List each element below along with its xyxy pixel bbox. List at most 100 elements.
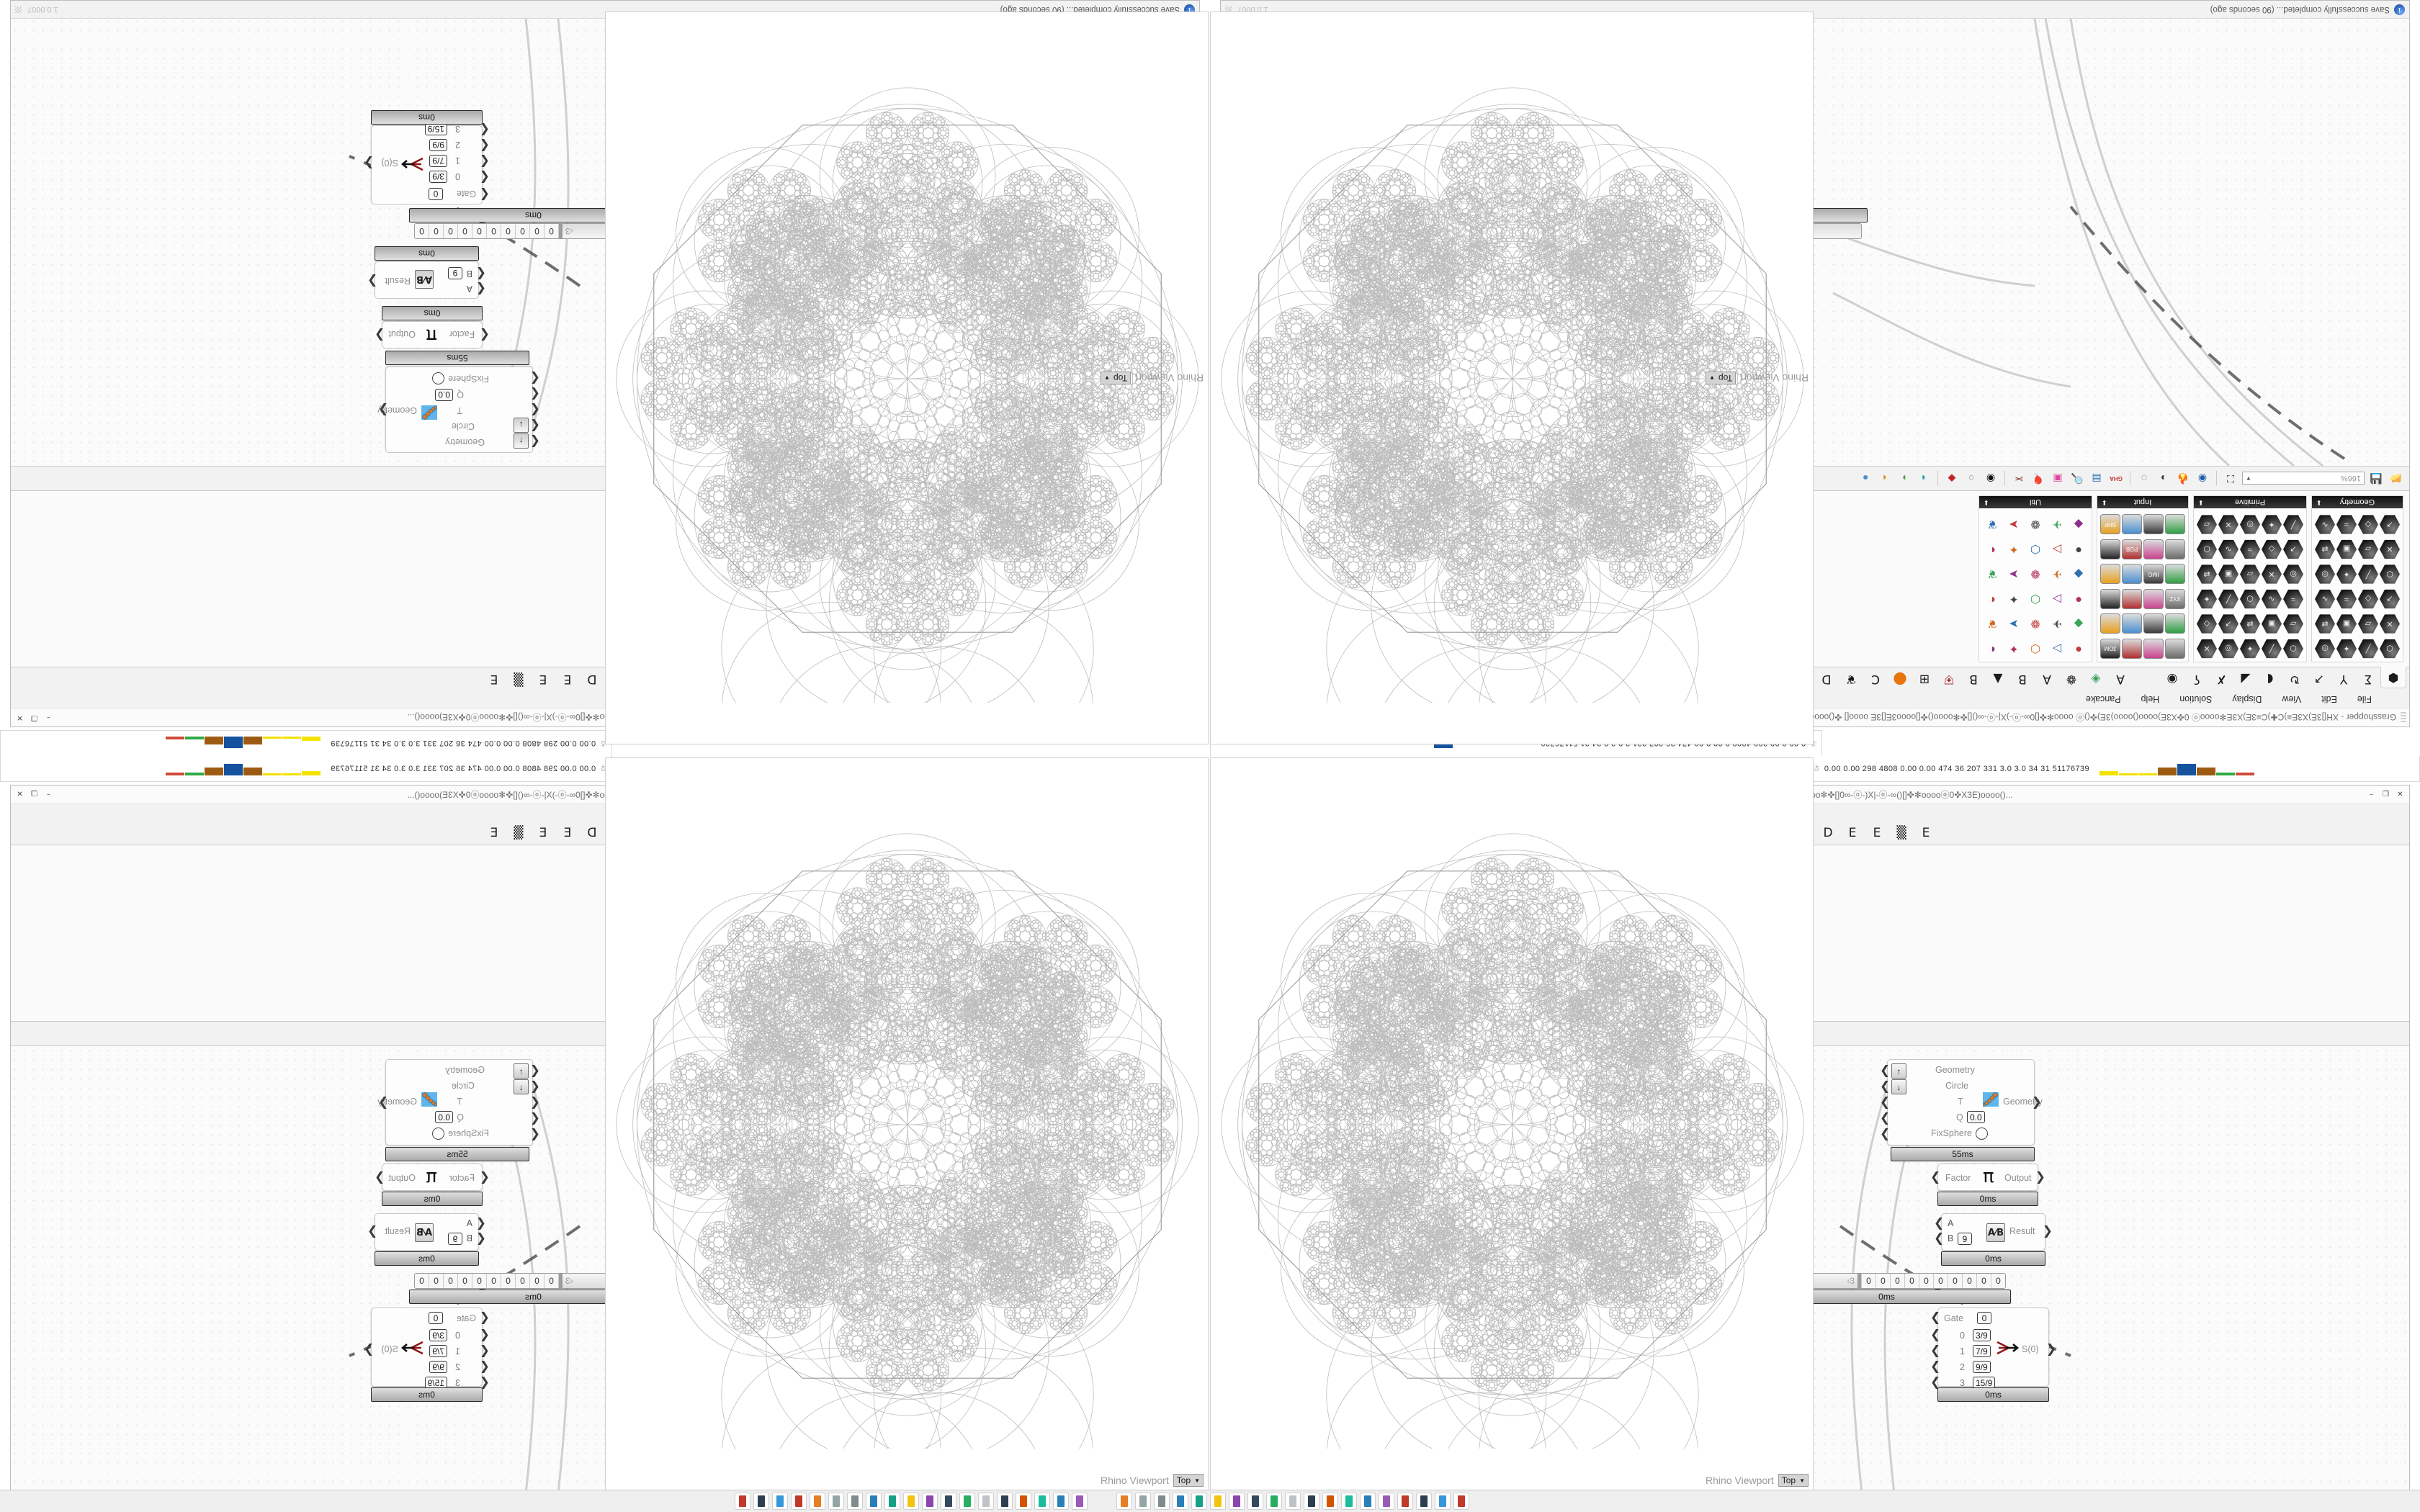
stream-gate-value[interactable]: 0 xyxy=(429,188,443,200)
component-icon-01[interactable]: ✦ xyxy=(2004,539,2024,559)
component-icon-arrow-p[interactable]: ✈ xyxy=(2047,515,2067,535)
taskbar-item-33[interactable] xyxy=(1360,1493,1376,1510)
component-icon-hash[interactable]: ⇄ xyxy=(2197,564,2217,585)
component-icon-x-circle[interactable]: ➤ xyxy=(2004,515,2024,535)
fixsphere-toggle[interactable] xyxy=(432,1128,444,1140)
component-icon-0-1[interactable]: ▣ xyxy=(2218,564,2238,585)
component-icon-no-circle[interactable]: ❁ xyxy=(2025,614,2045,634)
stream-gate-port[interactable]: ❮ xyxy=(480,1310,490,1325)
stream-input-value-1[interactable]: 7/9 xyxy=(429,1345,447,1357)
sketch-icon[interactable]: 🔍 xyxy=(2069,471,2085,487)
taskbar-item-12[interactable] xyxy=(941,1493,956,1510)
gha-icon[interactable]: GHA xyxy=(2108,471,2124,487)
taskbar-item-5[interactable] xyxy=(810,1493,825,1510)
division-input-b-port[interactable]: ❮ xyxy=(1934,1233,1944,1245)
taskbar-item-10[interactable] xyxy=(903,1493,919,1510)
component-icon-egg[interactable]: ❁ xyxy=(2025,564,2045,585)
slider-digit-6[interactable]: 0 xyxy=(458,224,472,238)
component-icon-list[interactable] xyxy=(2143,514,2164,535)
taskbar-item-11[interactable] xyxy=(922,1493,938,1510)
addon-dot-tab[interactable]: ⬤ xyxy=(1888,669,1912,689)
component-icon-pencil[interactable]: ▷ xyxy=(2047,589,2067,609)
division-input-b-port[interactable]: ❮ xyxy=(476,266,486,281)
resize-grip-icon[interactable] xyxy=(15,6,22,13)
component-icon-lasso[interactable]: ❁ xyxy=(2025,515,2045,535)
close-button[interactable]: ✕ xyxy=(14,789,26,800)
input-port-4[interactable]: ❮ xyxy=(530,1127,540,1141)
mesh-tab[interactable]: ◢ xyxy=(2233,669,2258,689)
input-port-0[interactable]: ❮ xyxy=(530,434,540,449)
input-port-2[interactable]: ❮ xyxy=(530,402,540,417)
sets-tab[interactable]: Υ xyxy=(2331,669,2356,689)
slider-digit-8[interactable]: 0 xyxy=(1976,1274,1991,1288)
pi-output-port[interactable]: ❯ xyxy=(375,1170,385,1184)
slider-digit-7[interactable]: 0 xyxy=(444,224,458,238)
component-icon-tag[interactable]: ▱ xyxy=(2197,515,2217,535)
input-port-1[interactable]: ❮ xyxy=(1880,1081,1890,1093)
component-icon-tag[interactable]: ◎ xyxy=(2218,639,2238,659)
shade-red-icon[interactable]: ◆ xyxy=(1944,471,1960,487)
component-icon-wave-y[interactable] xyxy=(2143,613,2164,634)
rhino-viewport-top-right[interactable]: Rhino Viewport Top ▼ xyxy=(1210,12,1814,744)
slider-digit-9[interactable]: 0 xyxy=(1991,1274,2005,1288)
slider-digit-6[interactable]: 0 xyxy=(1948,1274,1962,1288)
surface-tab[interactable]: ◖ xyxy=(2258,669,2282,689)
stream-input-port-0[interactable]: ❮ xyxy=(480,1328,490,1342)
taskbar-item-19[interactable] xyxy=(1072,1493,1088,1510)
slider-digit-1[interactable]: 0 xyxy=(530,224,544,238)
taskbar-item-36[interactable] xyxy=(1416,1493,1432,1510)
taskbar-item-26[interactable] xyxy=(1229,1493,1245,1510)
taskbar-icons-right[interactable] xyxy=(1116,1493,1469,1510)
slider-digit-1[interactable]: 0 xyxy=(1876,1274,1890,1288)
slider-digit-0[interactable]: 0 xyxy=(1861,1274,1876,1288)
stream-input-value-2[interactable]: 9/9 xyxy=(429,1361,447,1373)
taskbar-icons-left[interactable] xyxy=(735,1493,1088,1510)
taskbar-item-31[interactable] xyxy=(1322,1493,1338,1510)
component-icon-import[interactable] xyxy=(2165,639,2185,659)
slider-digit-0[interactable]: 0 xyxy=(544,224,559,238)
stream-input-port-1[interactable]: ❮ xyxy=(480,154,490,168)
component-icon-paint[interactable] xyxy=(2100,613,2120,634)
addon-brain-tab[interactable]: ❁ xyxy=(2059,669,2084,689)
stream-input-value-1[interactable]: 7/9 xyxy=(1973,1345,1991,1357)
addon-a2-tab[interactable]: A xyxy=(2035,669,2059,689)
component-icon-blob[interactable]: ● xyxy=(2069,539,2089,559)
fixsphere-toggle[interactable] xyxy=(432,372,444,384)
slider-handle[interactable] xyxy=(1857,1274,1861,1288)
component-icon-play[interactable]: ◆ xyxy=(2069,614,2089,634)
slider-digit-2[interactable]: 0 xyxy=(1890,1274,1904,1288)
open-file-icon[interactable]: 📂 xyxy=(2388,471,2403,487)
component-icon-atom[interactable] xyxy=(2100,539,2120,559)
doc-icon[interactable]: ▤ xyxy=(2089,471,2105,487)
division-input-a-port[interactable]: ❮ xyxy=(476,282,486,296)
taskbar-item-35[interactable] xyxy=(1397,1493,1413,1510)
taskbar-item-20[interactable] xyxy=(1116,1493,1132,1510)
component-icon-circle[interactable]: ⬡ xyxy=(2380,564,2400,585)
addon-d2-tab[interactable]: D xyxy=(1816,823,1840,843)
slider-digit-4[interactable]: 0 xyxy=(1919,1274,1933,1288)
taskbar-item-18[interactable] xyxy=(1053,1493,1069,1510)
addon-a-tab[interactable]: A xyxy=(2108,669,2133,689)
component-icon-spiral[interactable]: ◎ xyxy=(2315,639,2335,659)
menu-item-display[interactable]: Display xyxy=(2222,692,2272,706)
component-icon-spectrum[interactable]: SHP xyxy=(2100,514,2120,535)
slider-digit-9[interactable]: 0 xyxy=(415,224,429,238)
component-icon-cherry[interactable]: ❦ xyxy=(1982,515,2002,535)
stream-input-value-2[interactable]: 9/9 xyxy=(1973,1361,1991,1373)
component-icon-cross[interactable]: ▱ xyxy=(2358,539,2378,559)
stream-gate-value[interactable]: 0 xyxy=(1977,1312,1991,1324)
component-icon-brep[interactable]: ▣ xyxy=(2336,614,2357,634)
division-input-b-value[interactable]: 9 xyxy=(448,1233,462,1245)
output-port-geometry[interactable]: ❯ xyxy=(378,402,388,417)
stream-input-value-0[interactable]: 3/9 xyxy=(429,171,447,183)
slider-handle[interactable] xyxy=(559,224,563,238)
slider-digit-3[interactable]: 0 xyxy=(1904,1274,1919,1288)
rhino-viewport-top-left[interactable]: Rhino Viewport Top ▼ xyxy=(605,12,1209,744)
input-port-3[interactable]: ❮ xyxy=(1880,1112,1890,1125)
component-icon-line[interactable]: ╱ xyxy=(2358,639,2378,659)
component-icon-spiral-p[interactable]: ➤ xyxy=(2004,614,2024,634)
addon-leaf-tab[interactable]: ◈ xyxy=(2084,669,2108,689)
